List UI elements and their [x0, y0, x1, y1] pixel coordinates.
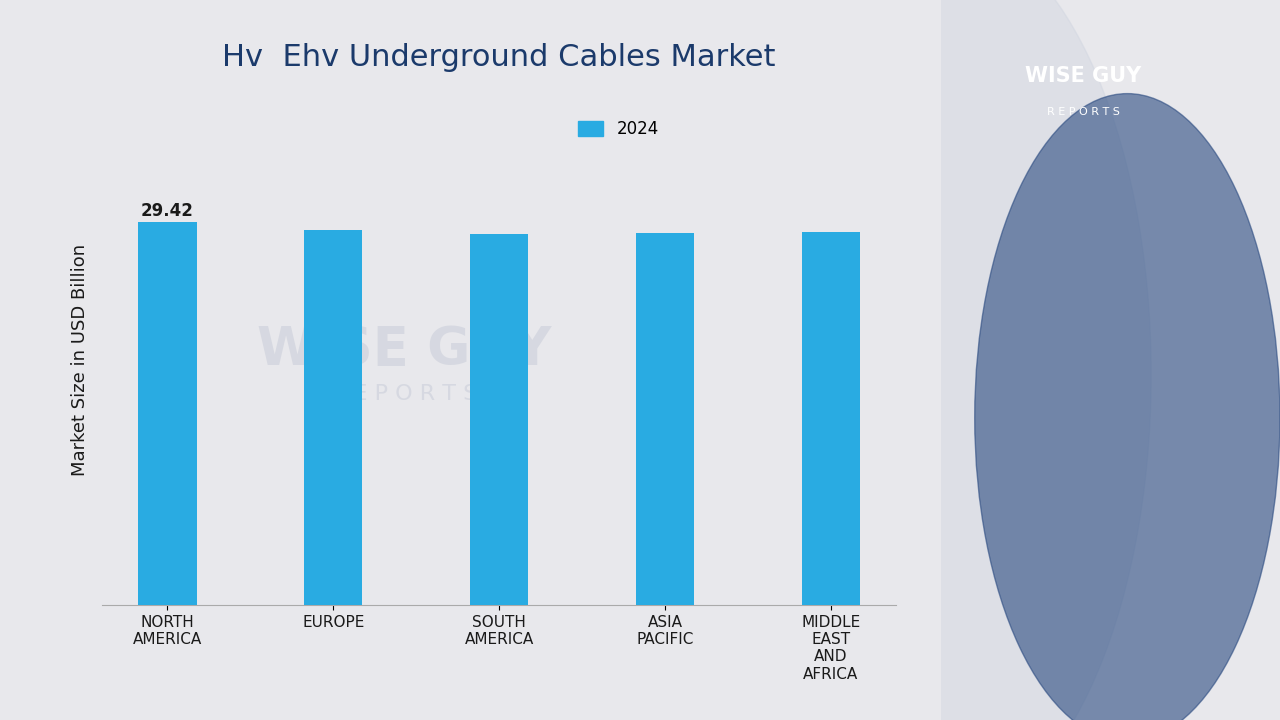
Text: WISE GUY: WISE GUY [1025, 66, 1142, 86]
Bar [636, 233, 694, 605]
Text: 29.42: 29.42 [140, 202, 193, 220]
Bar [801, 232, 860, 605]
Bar [138, 222, 197, 605]
Legend: 2024: 2024 [571, 114, 666, 145]
Circle shape [731, 0, 1151, 720]
Circle shape [974, 94, 1280, 720]
Y-axis label: Market Size in USD Billion: Market Size in USD Billion [70, 244, 88, 476]
Bar [470, 234, 529, 605]
Text: WISE GUY: WISE GUY [257, 324, 552, 377]
Text: R E P O R T S: R E P O R T S [330, 384, 477, 404]
Text: R E P O R T S: R E P O R T S [1047, 107, 1120, 117]
Bar [305, 230, 362, 605]
Text: Hv  Ehv Underground Cables Market: Hv Ehv Underground Cables Market [223, 43, 776, 72]
